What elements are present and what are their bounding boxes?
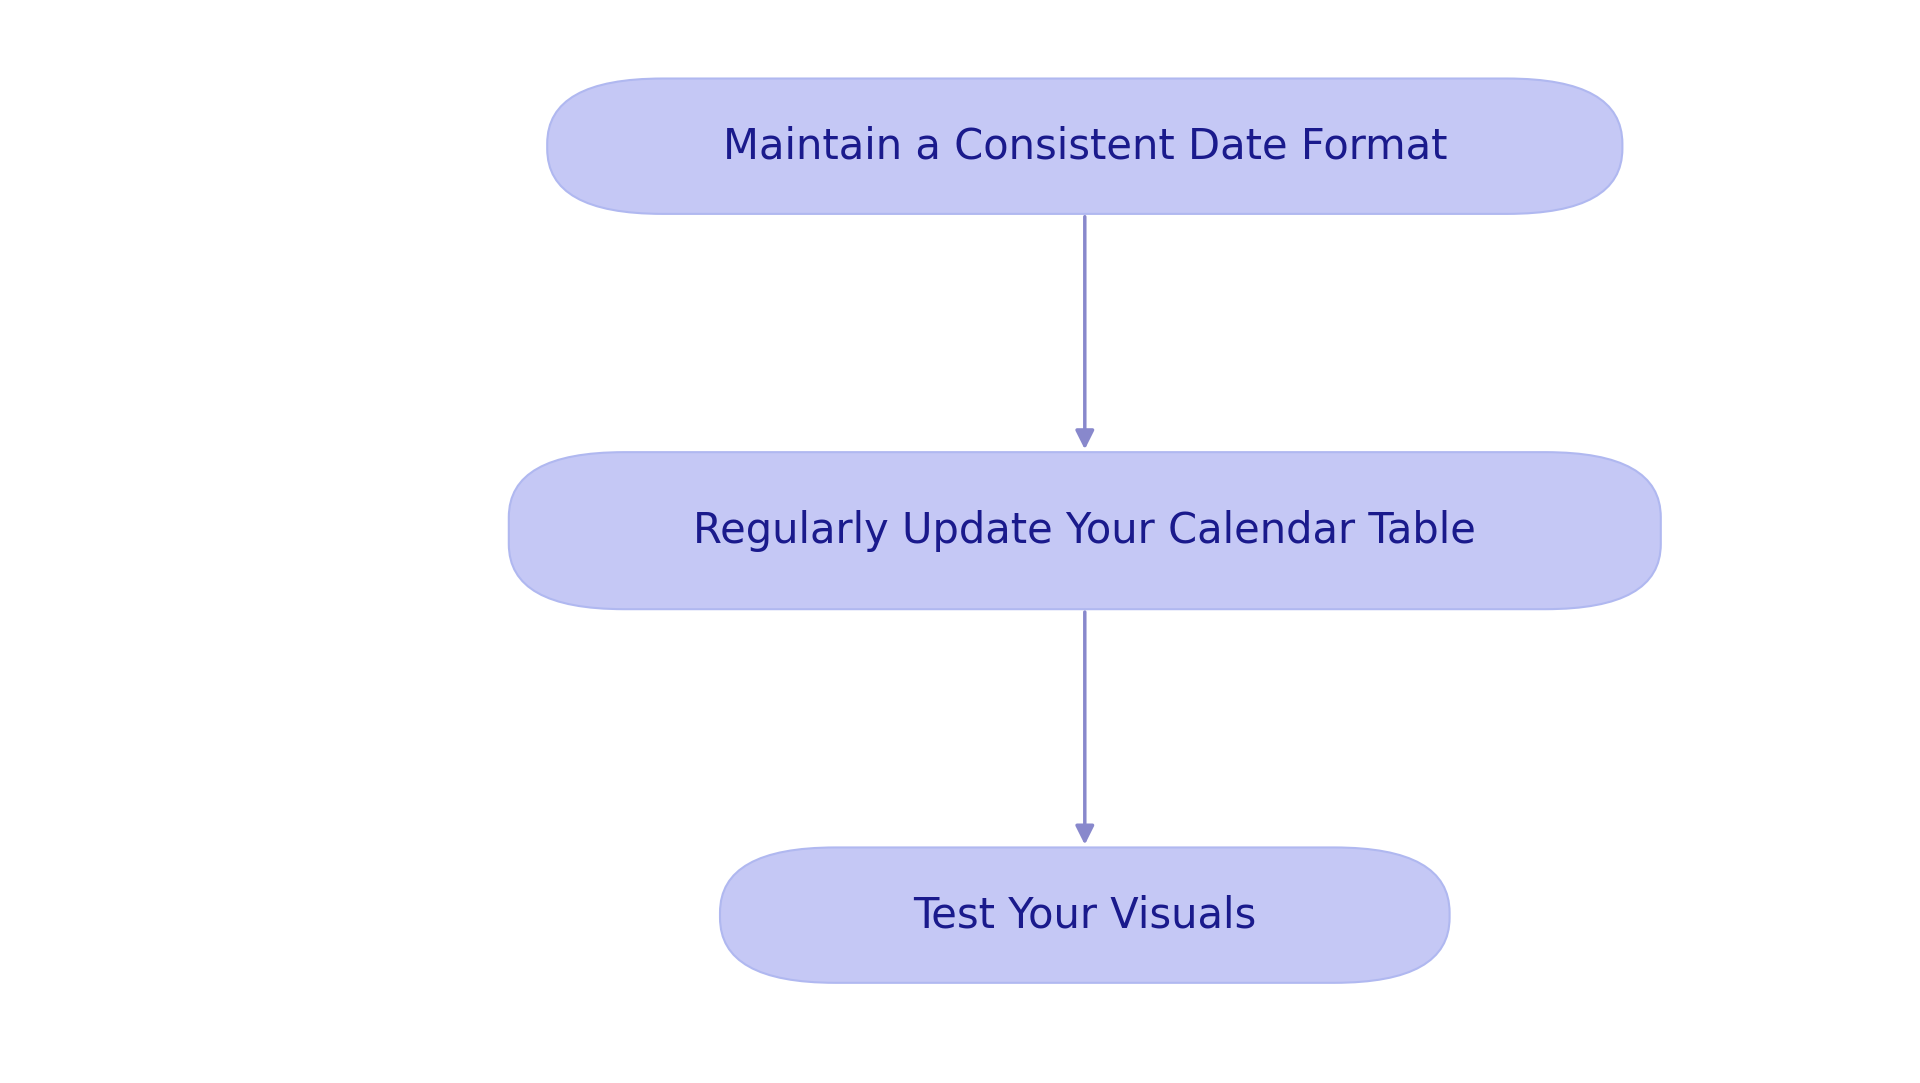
Text: Maintain a Consistent Date Format: Maintain a Consistent Date Format [722, 126, 1448, 167]
Text: Regularly Update Your Calendar Table: Regularly Update Your Calendar Table [693, 510, 1476, 551]
FancyBboxPatch shape [509, 453, 1661, 609]
Text: Test Your Visuals: Test Your Visuals [914, 895, 1256, 936]
FancyBboxPatch shape [547, 79, 1622, 214]
FancyBboxPatch shape [720, 847, 1450, 983]
